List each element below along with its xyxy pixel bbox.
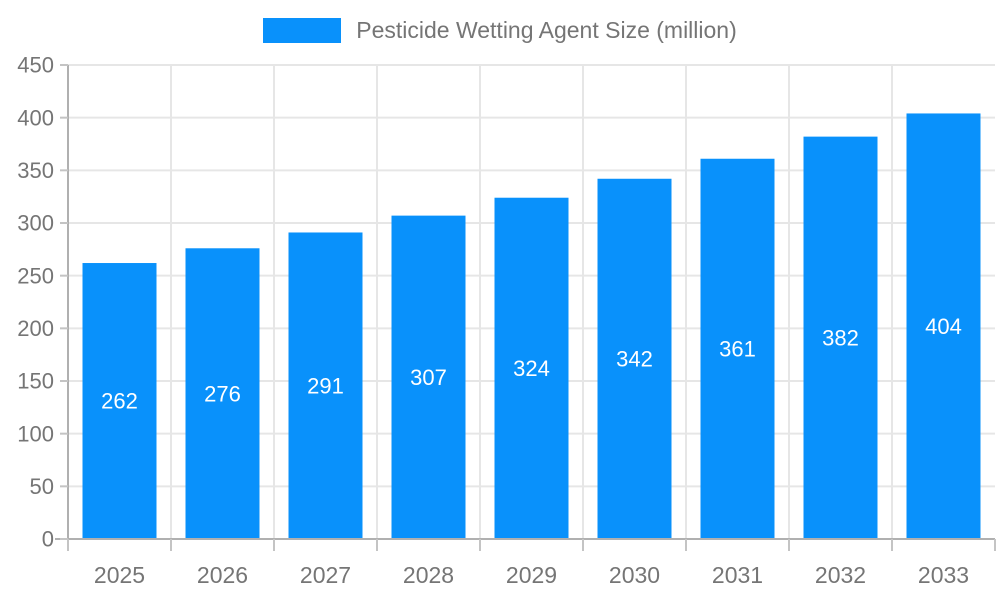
x-tick-label: 2030 [609, 562, 660, 588]
x-tick-label: 2027 [300, 562, 351, 588]
legend-swatch [263, 18, 342, 43]
x-tick-label: 2031 [712, 562, 763, 588]
bar-2027[interactable] [288, 232, 363, 540]
bar-value-label: 361 [719, 337, 756, 362]
x-tick-label: 2026 [197, 562, 248, 588]
bar-value-label: 404 [925, 314, 962, 339]
bar-2030[interactable] [597, 178, 672, 539]
bar-value-label: 262 [101, 389, 138, 414]
y-tick-label: 0 [42, 527, 54, 552]
bar-2026[interactable] [185, 248, 260, 539]
legend[interactable]: Pesticide Wetting Agent Size (million) [0, 17, 1000, 44]
bar-2029[interactable] [494, 197, 569, 539]
y-tick-label: 450 [17, 53, 54, 78]
x-tick-label: 2032 [815, 562, 866, 588]
y-tick-label: 250 [17, 263, 54, 288]
bar-2031[interactable] [700, 158, 775, 539]
y-tick-label: 300 [17, 211, 54, 236]
bar-value-label: 324 [513, 356, 550, 381]
bar-value-label: 291 [307, 373, 344, 398]
y-tick-label: 200 [17, 316, 54, 341]
x-tick-label: 2025 [94, 562, 145, 588]
bar-2032[interactable] [803, 136, 878, 540]
bar-value-label: 307 [410, 365, 447, 390]
bar-2025[interactable] [82, 263, 157, 539]
legend-label: Pesticide Wetting Agent Size (million) [356, 17, 737, 43]
bar-value-label: 276 [204, 381, 241, 406]
bar-2028[interactable] [391, 215, 466, 540]
bar-value-label: 382 [822, 326, 859, 351]
x-tick-label: 2033 [918, 562, 969, 588]
y-tick-label: 150 [17, 369, 54, 394]
bar-2033[interactable] [906, 113, 981, 539]
y-tick-label: 350 [17, 158, 54, 183]
y-tick-label: 400 [17, 105, 54, 130]
y-tick-label: 50 [30, 474, 54, 499]
x-tick-label: 2028 [403, 562, 454, 588]
x-tick-label: 2029 [506, 562, 557, 588]
y-tick-label: 100 [17, 421, 54, 446]
bar-value-label: 342 [616, 347, 653, 372]
